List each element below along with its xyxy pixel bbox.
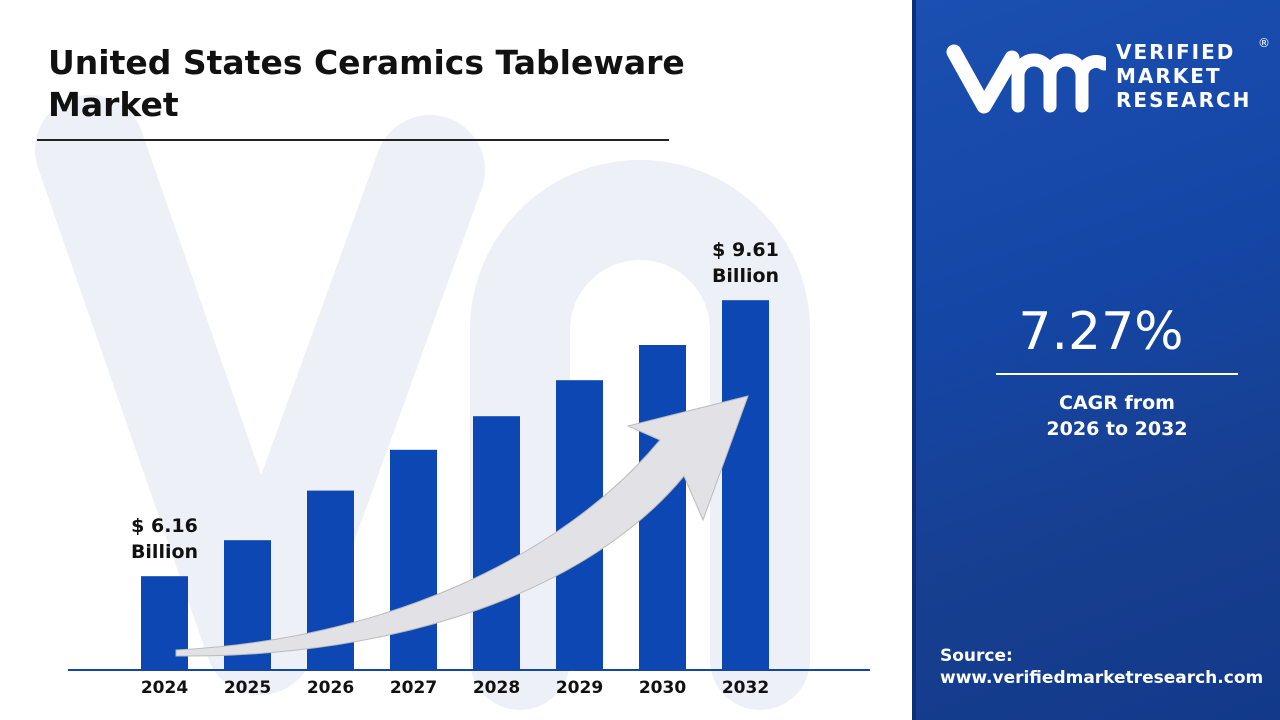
data-label-unit: Billion bbox=[131, 541, 198, 563]
x-tick-label: 2028 bbox=[473, 678, 520, 698]
brand-line: VERIFIED bbox=[1116, 40, 1236, 64]
bar-2027 bbox=[390, 449, 437, 669]
x-tick-label: 2032 bbox=[722, 678, 769, 698]
cagr-label-line: CAGR from bbox=[1059, 392, 1175, 414]
brand-line: MARKET bbox=[1116, 64, 1222, 88]
page-title: United States Ceramics Tableware Market bbox=[48, 43, 685, 124]
info-sidebar: VERIFIED MARKET RESEARCH ® 7.27% CAGR fr… bbox=[912, 0, 1280, 720]
vmr-logo-icon bbox=[946, 44, 1106, 114]
brand-name: VERIFIED MARKET RESEARCH bbox=[1116, 40, 1251, 112]
data-label-value: $ 6.16 bbox=[131, 515, 198, 537]
x-tick-label: 2026 bbox=[307, 678, 354, 698]
cagr-label: CAGR from 2026 to 2032 bbox=[996, 390, 1238, 442]
source-label: Source: bbox=[940, 646, 1013, 666]
x-tick-label: 2025 bbox=[224, 678, 271, 698]
cagr-divider bbox=[996, 373, 1238, 375]
registered-mark: ® bbox=[1258, 36, 1270, 50]
data-label-value: $ 9.61 bbox=[712, 239, 779, 261]
bar-chart: 2024 2025 2026 2027 2028 2029 2030 2032 $ 6.16 Bi… bbox=[68, 239, 870, 698]
x-tick-label: 2027 bbox=[390, 678, 437, 698]
bar-2032 bbox=[722, 300, 769, 669]
title-divider bbox=[37, 139, 669, 141]
cagr-value: 7.27% bbox=[1018, 302, 1184, 362]
x-tick-label: 2029 bbox=[556, 678, 603, 698]
x-tick-label: 2024 bbox=[141, 678, 188, 698]
chart-panel: United States Ceramics Tableware Market … bbox=[35, 43, 870, 710]
x-tick-label: 2030 bbox=[639, 678, 686, 698]
data-label-unit: Billion bbox=[712, 265, 779, 287]
trend-arrow bbox=[175, 395, 749, 657]
cagr-label-line: 2026 to 2032 bbox=[1046, 418, 1188, 440]
brand-line: RESEARCH bbox=[1116, 88, 1252, 112]
bar-2028 bbox=[473, 416, 520, 669]
source-url[interactable]: www.verifiedmarketresearch.com bbox=[940, 668, 1264, 688]
